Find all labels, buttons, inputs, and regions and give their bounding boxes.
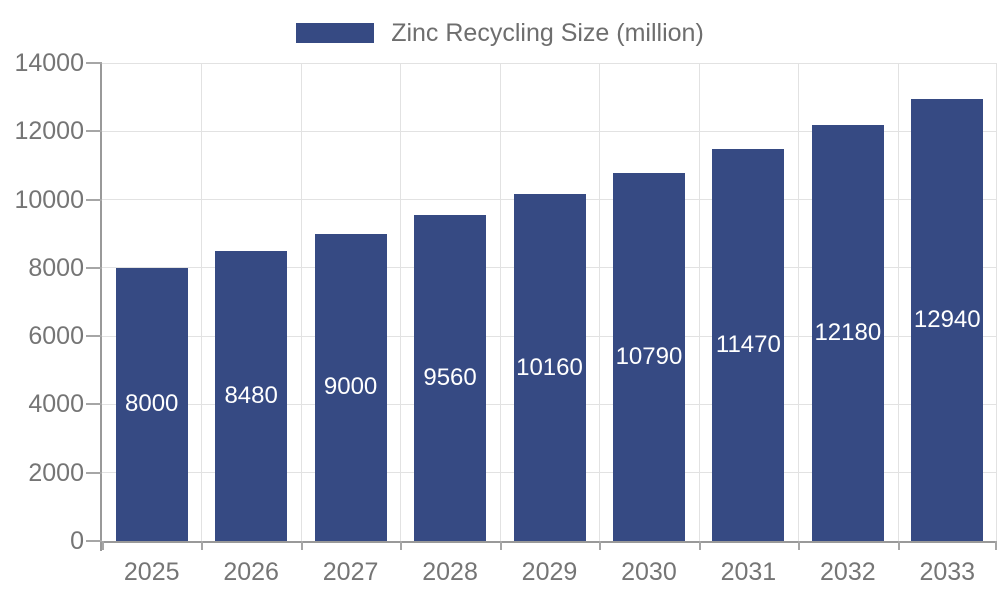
- x-tick-label: 2029: [521, 558, 578, 586]
- bar[interactable]: [414, 214, 487, 541]
- y-axis-tick: [86, 335, 102, 338]
- legend-swatch-icon: [296, 23, 375, 43]
- y-tick-label: 14000: [14, 49, 84, 77]
- y-tick-label: 0: [70, 527, 84, 555]
- x-axis-tick: [698, 541, 701, 550]
- x-axis-tick: [300, 541, 303, 550]
- bar[interactable]: [911, 99, 984, 541]
- y-axis-tick: [86, 266, 102, 269]
- bar[interactable]: [712, 149, 785, 541]
- y-tick-label: 6000: [28, 322, 84, 351]
- y-tick-label: 4000: [28, 390, 84, 419]
- bar-value-label: 9000: [323, 373, 378, 401]
- x-axis-tick: [995, 541, 997, 550]
- v-gridline: [201, 63, 203, 541]
- v-gridline: [996, 63, 997, 541]
- bar-value-label: 12180: [814, 319, 882, 347]
- v-gridline: [599, 63, 601, 541]
- v-gridline: [897, 63, 899, 541]
- h-gridline: [102, 62, 997, 64]
- bar-value-label: 9560: [423, 363, 477, 391]
- legend-item[interactable]: Zinc Recycling Size (million): [0, 13, 1000, 53]
- y-tick-label: 12000: [14, 117, 84, 146]
- bar[interactable]: [612, 172, 685, 541]
- v-gridline: [400, 63, 402, 541]
- x-tick-label: 2026: [223, 558, 279, 586]
- x-axis-tick: [499, 541, 502, 550]
- x-tick-label: 2028: [422, 558, 478, 586]
- y-axis-tick: [86, 471, 102, 474]
- bar[interactable]: [314, 233, 387, 541]
- x-tick-label: 2032: [820, 558, 876, 586]
- y-axis-tick: [86, 403, 102, 406]
- bar-value-label: 8000: [125, 390, 179, 418]
- bar[interactable]: [115, 267, 188, 541]
- y-axis-tick: [86, 62, 102, 64]
- x-axis-tick: [798, 541, 801, 550]
- y-axis-line: [100, 63, 102, 551]
- legend-label: Zinc Recycling Size (million): [391, 18, 704, 47]
- bar-value-label: 10160: [516, 353, 583, 381]
- bar-value-label: 10790: [615, 342, 683, 370]
- x-axis-line: [100, 541, 997, 543]
- v-gridline: [698, 63, 700, 541]
- bar-value-label: 8480: [224, 382, 278, 410]
- y-tick-label: 10000: [14, 185, 84, 214]
- bar[interactable]: [513, 194, 586, 541]
- x-axis-tick: [102, 541, 104, 550]
- v-gridline: [300, 63, 302, 541]
- y-axis-tick: [86, 130, 102, 133]
- y-axis-tick: [86, 198, 102, 201]
- bar-value-label: 12940: [913, 306, 981, 334]
- bar[interactable]: [811, 125, 884, 541]
- x-axis-tick: [201, 541, 204, 550]
- x-axis-tick: [897, 541, 900, 550]
- x-tick-label: 2025: [123, 558, 180, 586]
- y-tick-label: 2000: [28, 458, 84, 487]
- x-axis-tick: [400, 541, 403, 550]
- h-gridline: [102, 130, 997, 132]
- x-tick-label: 2030: [621, 558, 677, 586]
- x-tick-label: 2033: [919, 558, 976, 586]
- v-gridline: [499, 63, 501, 541]
- plot-area: 0 2000 4000 6000 8000 10000 12000 14000 8000 2025…: [14, 50, 997, 585]
- y-axis-tick: [86, 540, 102, 542]
- x-tick-label: 2027: [322, 558, 379, 586]
- v-gridline: [798, 63, 800, 541]
- y-tick-label: 8000: [28, 253, 84, 282]
- bar-value-label: 11470: [715, 331, 781, 359]
- x-axis-tick: [599, 541, 602, 550]
- x-tick-label: 2031: [720, 558, 777, 586]
- bar[interactable]: [215, 251, 288, 541]
